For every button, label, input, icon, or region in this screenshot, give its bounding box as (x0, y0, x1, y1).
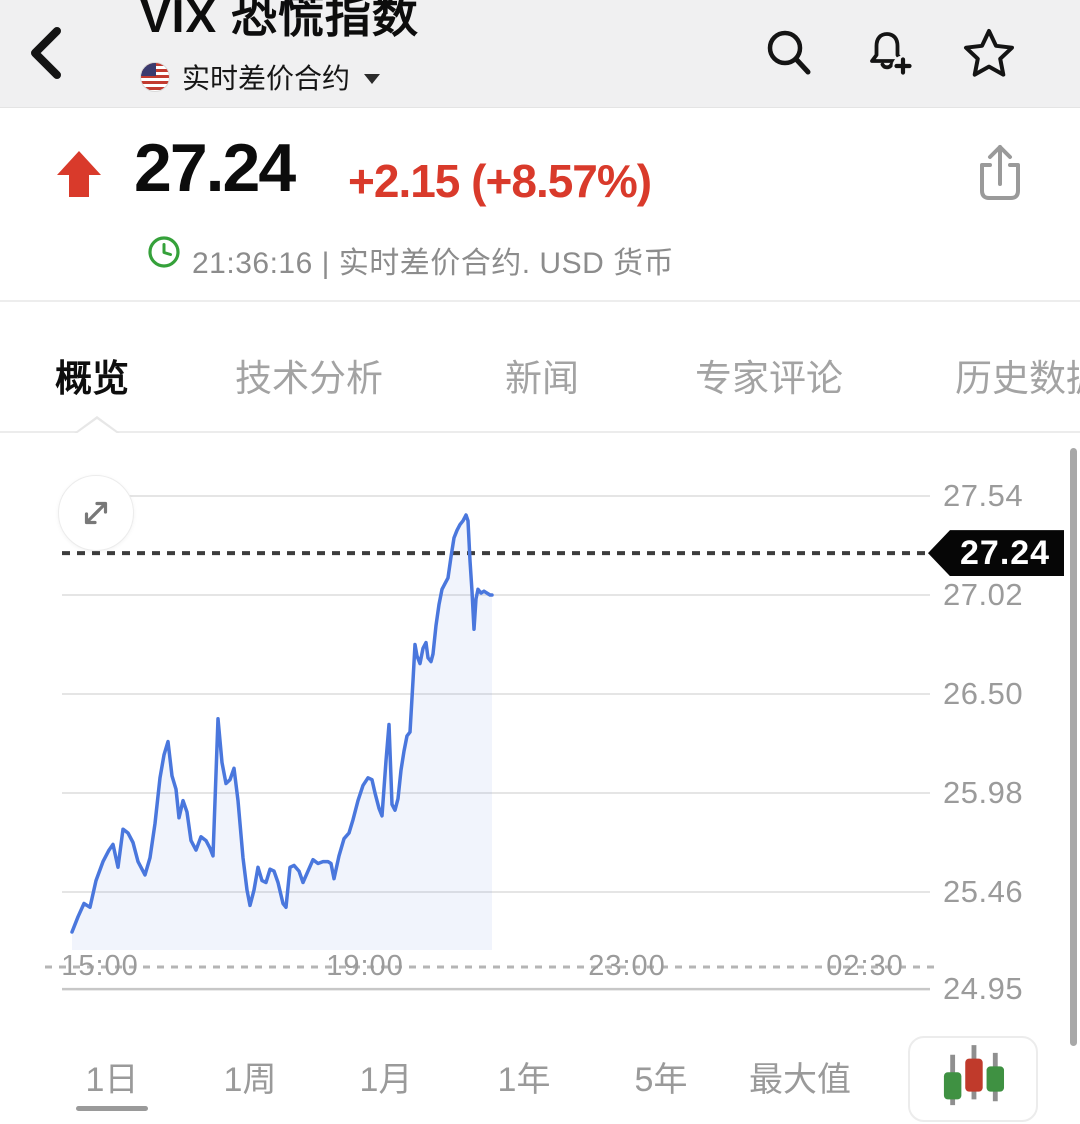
tab-news[interactable]: 新闻 (505, 358, 579, 399)
share-icon[interactable] (972, 140, 1028, 202)
y-axis-label: 26.50 (943, 676, 1024, 712)
chevron-down-icon (364, 73, 381, 84)
section-tabs: 概览 技术分析 新闻 专家评论 历史数据 (0, 302, 1080, 434)
price-up-arrow-icon (57, 151, 101, 197)
x-axis-label: 02:30 (826, 950, 904, 982)
active-tab-notch (74, 416, 120, 434)
chart-svg[interactable] (0, 433, 1080, 1014)
instrument-type-label: 实时差价合约 (182, 63, 351, 94)
y-axis-label: 25.46 (943, 874, 1024, 910)
period-1d[interactable]: 1日 (85, 1061, 139, 1099)
y-axis-label: 24.95 (943, 971, 1024, 1007)
x-axis-label: 19:00 (326, 950, 404, 982)
clock-icon (148, 236, 180, 268)
current-price-badge: 27.24 (928, 530, 1064, 577)
period-1y[interactable]: 1年 (497, 1061, 551, 1099)
candlestick-icon (943, 1045, 1005, 1106)
top-bar: VIX 恐慌指数 实时差价合约 (0, 0, 1080, 108)
us-flag-icon (140, 62, 170, 92)
y-axis-label: 25.98 (943, 775, 1024, 811)
back-icon[interactable] (26, 26, 66, 80)
x-axis-label: 23:00 (588, 950, 666, 982)
candlestick-chart-button[interactable] (908, 1036, 1038, 1122)
quote-section: 27.24 +2.15 (+8.57%) 21:36:16 | 实时差价合约. … (0, 108, 1080, 302)
tab-historical[interactable]: 历史数据 (955, 358, 1080, 399)
tab-technical[interactable]: 技术分析 (235, 358, 383, 399)
page-scrollbar[interactable] (1070, 448, 1077, 1046)
chart-area: 27.24 27.54 27.02 26.50 25.98 25.46 24.95 15:0… (0, 433, 1080, 1014)
expand-arrows-icon (84, 501, 108, 525)
x-axis-label: 15:00 (61, 950, 139, 982)
instrument-type-selector[interactable]: 实时差价合约 (140, 60, 381, 94)
page-title: VIX 恐慌指数 (140, 0, 419, 42)
search-icon[interactable] (760, 24, 818, 82)
period-5y[interactable]: 5年 (634, 1061, 688, 1099)
favorite-star-icon[interactable] (960, 24, 1018, 82)
expand-chart-button[interactable] (58, 475, 134, 551)
period-1w[interactable]: 1周 (223, 1061, 277, 1099)
y-axis-label: 27.02 (943, 577, 1024, 612)
tab-overview[interactable]: 概览 (55, 358, 129, 399)
period-selector: 1日 1周 1月 1年 5年 最大值 (0, 1014, 1080, 1124)
alert-add-bell-icon[interactable] (858, 24, 916, 82)
quote-timestamp: 21:36:16 | 实时差价合约. USD 货币 (192, 247, 675, 280)
last-price: 27.24 (134, 130, 296, 206)
period-max[interactable]: 最大值 (749, 1061, 851, 1099)
price-change: +2.15 (+8.57%) (348, 155, 652, 207)
period-1m[interactable]: 1月 (359, 1061, 413, 1099)
y-axis-label: 27.54 (943, 478, 1024, 513)
active-period-underline (76, 1106, 148, 1111)
tab-analysis[interactable]: 专家评论 (695, 358, 843, 399)
